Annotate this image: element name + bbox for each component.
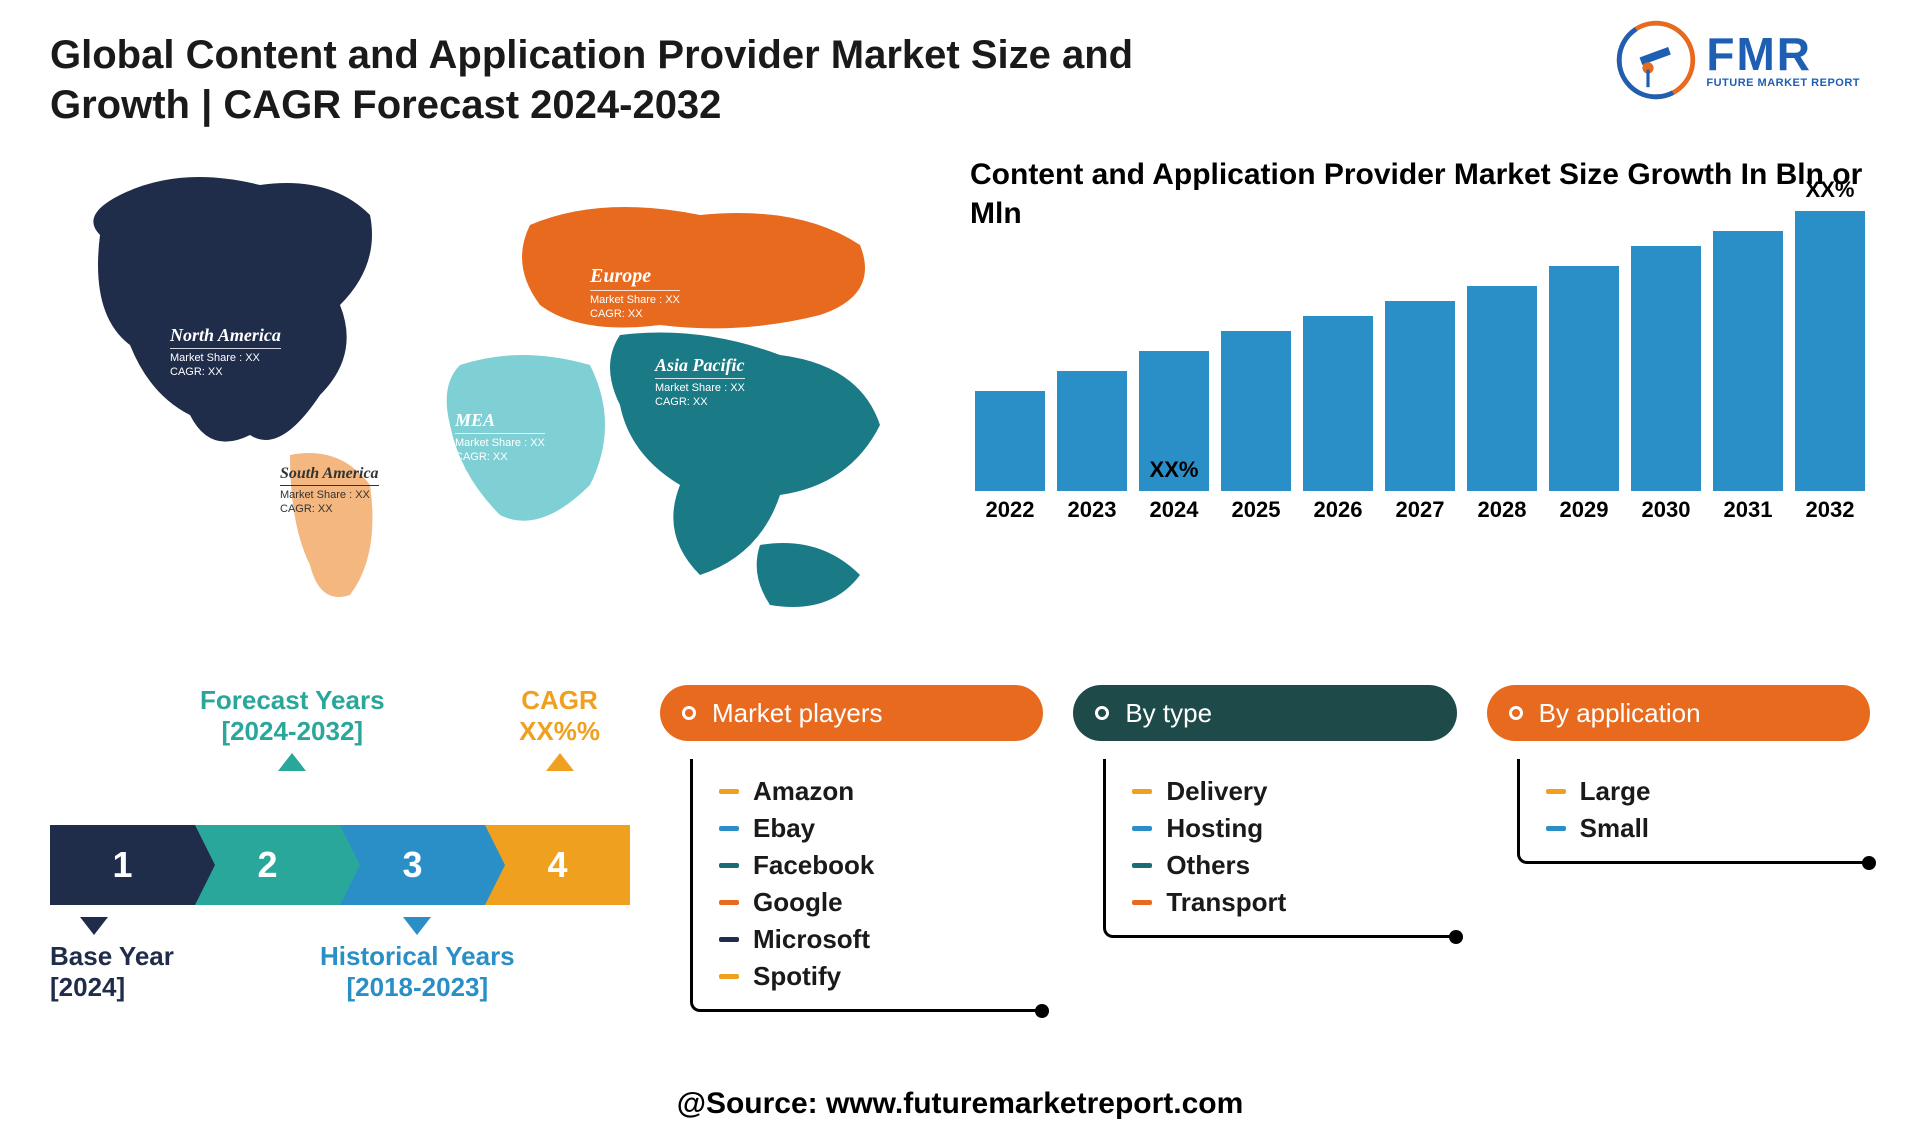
region-na: North America Market Share : XXCAGR: XX	[170, 325, 281, 380]
bar-2022: 2022	[975, 391, 1045, 523]
region-sa: South America Market Share : XXCAGR: XX	[280, 465, 379, 517]
list-item: Delivery	[1132, 773, 1446, 810]
list-item: Small	[1546, 810, 1860, 847]
cagr-value: XX%%	[519, 716, 600, 747]
base-year-label: Base Year	[50, 941, 174, 972]
bar-2026: 2026	[1303, 316, 1373, 523]
page-title: Global Content and Application Provider …	[50, 30, 1250, 130]
bar-2029: 2029	[1549, 266, 1619, 523]
logo-text: FMR	[1706, 31, 1860, 77]
list-item: Spotify	[719, 958, 1033, 995]
forecast-range: [2024-2032]	[200, 716, 385, 747]
panel-by-application: By application LargeSmall	[1487, 685, 1870, 1012]
logo: FMR FUTURE MARKET REPORT	[1616, 20, 1860, 100]
timeline-seg-1: 1	[50, 825, 195, 905]
timeline-seg-2: 2	[195, 825, 340, 905]
panel-by-type: By type DeliveryHostingOthersTransport	[1073, 685, 1456, 1012]
historical-range: [2018-2023]	[320, 972, 515, 1003]
logo-subtext: FUTURE MARKET REPORT	[1706, 77, 1860, 89]
list-item: Microsoft	[719, 921, 1033, 958]
timeline: Forecast Years [2024-2032] CAGR XX%% 123…	[50, 685, 630, 1005]
timeline-seg-4: 4	[485, 825, 630, 905]
bar-2025: 2025	[1221, 331, 1291, 523]
world-map: North America Market Share : XXCAGR: XX S…	[50, 155, 950, 615]
bar-2023: 2023	[1057, 371, 1127, 523]
list-item: Facebook	[719, 847, 1033, 884]
list-item: Hosting	[1132, 810, 1446, 847]
region-mea: MEA Market Share : XXCAGR: XX	[455, 410, 545, 465]
region-eu: Europe Market Share : XXCAGR: XX	[590, 265, 680, 322]
bar-2027: 2027	[1385, 301, 1455, 523]
panel-header: Market players	[660, 685, 1043, 741]
base-year-value: [2024]	[50, 972, 174, 1003]
bar-chart: Content and Application Provider Market …	[970, 155, 1870, 615]
forecast-label: Forecast Years	[200, 685, 385, 716]
timeline-seg-3: 3	[340, 825, 485, 905]
list-item: Google	[719, 884, 1033, 921]
panel-market-players: Market players AmazonEbayFacebookGoogleM…	[660, 685, 1043, 1012]
bullet-icon	[1095, 706, 1109, 720]
map-svg	[50, 155, 950, 615]
list-item: Ebay	[719, 810, 1033, 847]
historical-label: Historical Years	[320, 941, 515, 972]
list-item: Amazon	[719, 773, 1033, 810]
region-ap: Asia Pacific Market Share : XXCAGR: XX	[655, 355, 745, 410]
panel-header: By application	[1487, 685, 1870, 741]
panel-header: By type	[1073, 685, 1456, 741]
bar-2031: 2031	[1713, 231, 1783, 523]
bullet-icon	[682, 706, 696, 720]
bar-2032: XX% 2032	[1795, 211, 1865, 523]
telescope-icon	[1616, 20, 1696, 100]
source-attribution: @Source: www.futuremarketreport.com	[0, 1087, 1920, 1121]
list-item: Large	[1546, 773, 1860, 810]
bar-2030: 2030	[1631, 246, 1701, 523]
bar-2028: 2028	[1467, 286, 1537, 523]
list-item: Transport	[1132, 884, 1446, 921]
chart-title: Content and Application Provider Market …	[970, 155, 1870, 233]
bullet-icon	[1509, 706, 1523, 720]
cagr-label: CAGR	[519, 685, 600, 716]
list-item: Others	[1132, 847, 1446, 884]
bar-2024: XX% 2024	[1139, 351, 1209, 523]
